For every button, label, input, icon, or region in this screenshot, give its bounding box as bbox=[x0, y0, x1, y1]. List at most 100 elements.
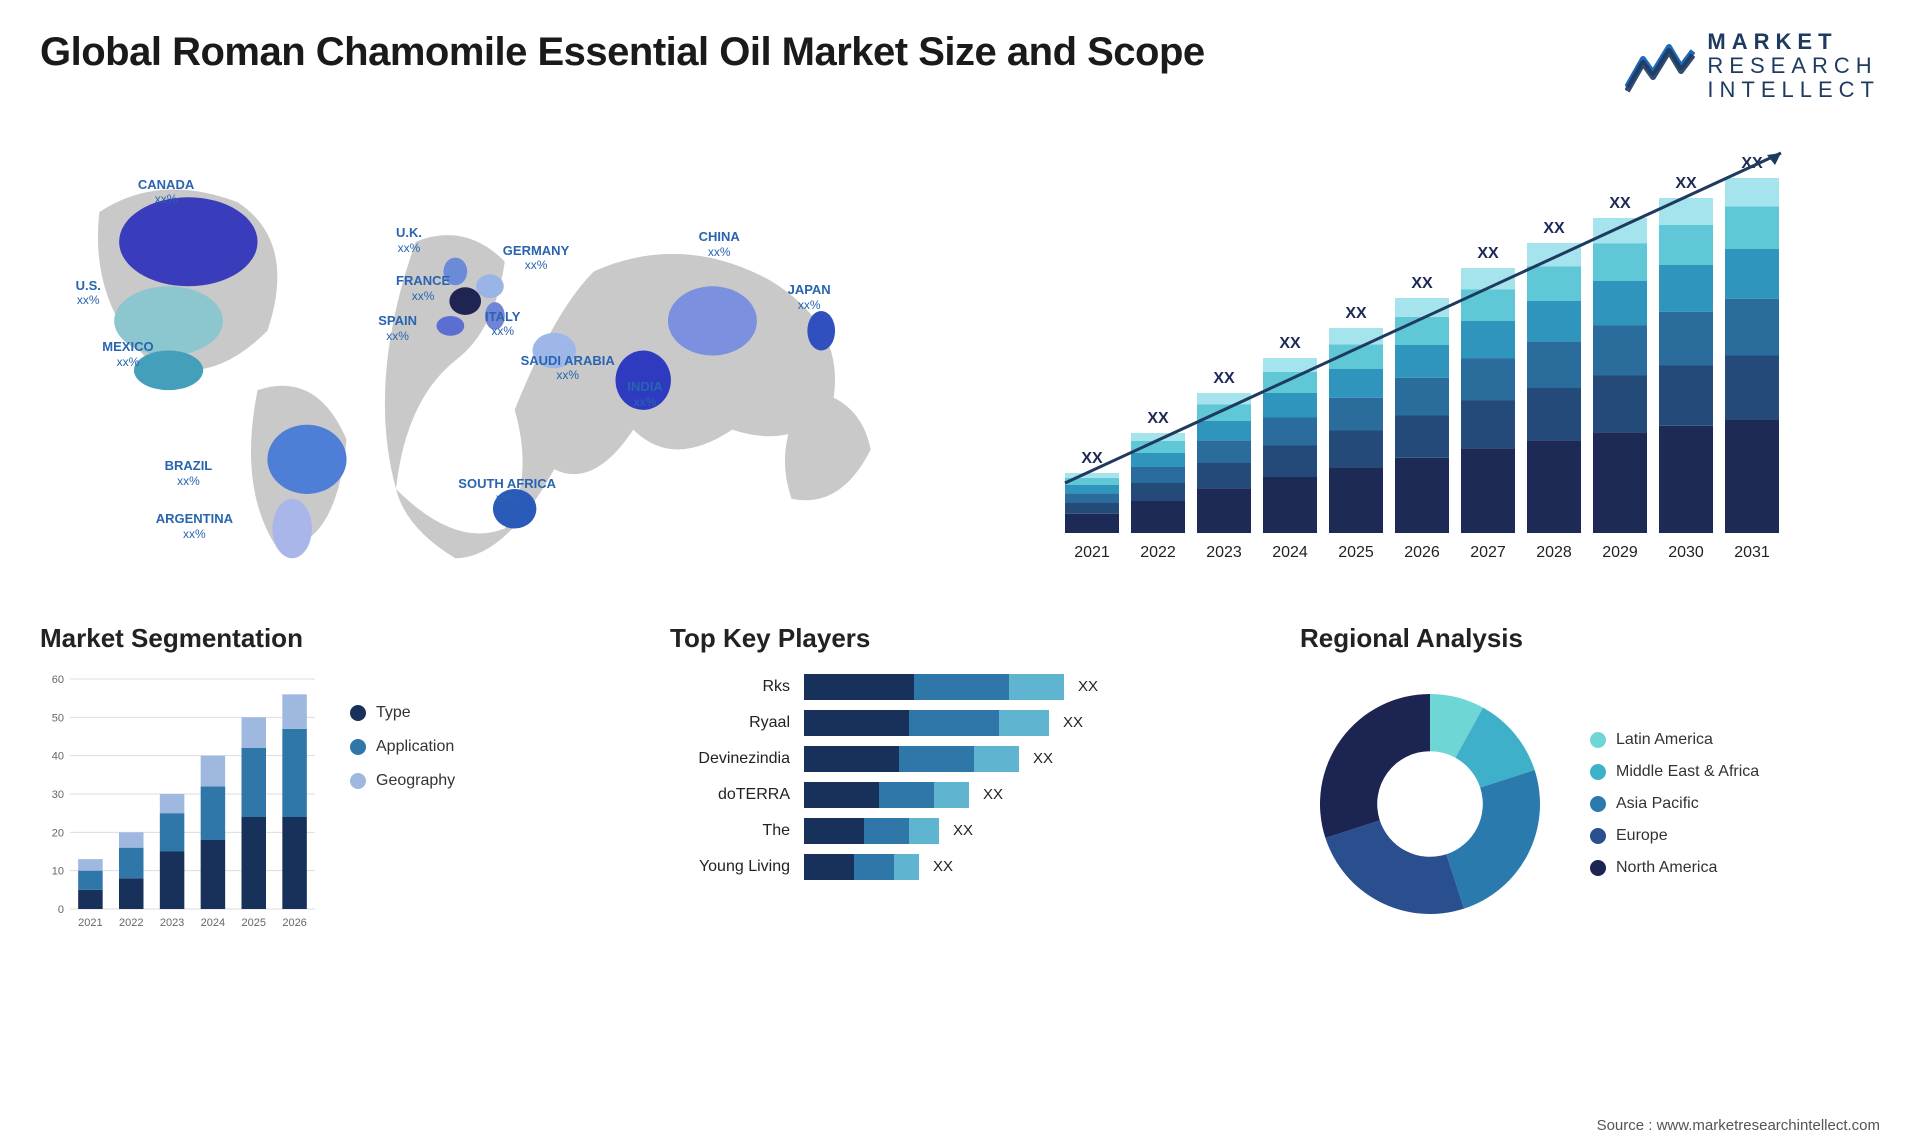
player-row: Young Living XX bbox=[670, 854, 1250, 880]
logo-text: MARKET RESEARCH INTELLECT bbox=[1707, 30, 1880, 103]
player-label: Devinezindia bbox=[670, 750, 790, 768]
player-bar bbox=[804, 782, 969, 808]
legend-item: Type bbox=[350, 704, 455, 722]
source-text: Source : www.marketresearchintellect.com bbox=[1597, 1117, 1880, 1134]
page-title: Global Roman Chamomile Essential Oil Mar… bbox=[40, 30, 1205, 75]
player-bar bbox=[804, 818, 939, 844]
svg-text:2026: 2026 bbox=[282, 917, 306, 929]
player-bar bbox=[804, 854, 919, 880]
player-bar bbox=[804, 674, 1064, 700]
segmentation-section: Market Segmentation 01020304050602021202… bbox=[40, 623, 620, 934]
player-value: XX bbox=[983, 786, 1003, 803]
growth-svg: XX 2021 XX 2022 XX 2023 XX 2024 XX 2025 XX 2026 XX 20… bbox=[990, 133, 1880, 573]
logo-mark-icon bbox=[1625, 39, 1695, 93]
map-label: CHINAxx% bbox=[699, 229, 740, 259]
player-bar bbox=[804, 710, 1049, 736]
legend-item: Middle East & Africa bbox=[1590, 763, 1759, 781]
player-label: Rks bbox=[670, 678, 790, 696]
player-row: DevinezindiaXX bbox=[670, 746, 1250, 772]
player-value: XX bbox=[953, 822, 973, 839]
map-label: ITALYxx% bbox=[485, 309, 520, 339]
legend-item: North America bbox=[1590, 859, 1759, 877]
svg-text:2029: 2029 bbox=[1602, 544, 1638, 561]
segmentation-chart: 0102030405060202120222023202420252026 bbox=[40, 674, 320, 934]
header: Global Roman Chamomile Essential Oil Mar… bbox=[40, 30, 1880, 103]
svg-text:2021: 2021 bbox=[78, 917, 102, 929]
player-label: Ryaal bbox=[670, 714, 790, 732]
svg-text:40: 40 bbox=[52, 750, 64, 762]
svg-text:XX: XX bbox=[1147, 410, 1169, 427]
svg-text:2028: 2028 bbox=[1536, 544, 1572, 561]
regional-donut bbox=[1300, 674, 1560, 934]
top-row: CANADAxx% U.S.xx% MEXICOxx% BRAZILxx% ARGENT… bbox=[40, 133, 1880, 573]
svg-text:XX: XX bbox=[1675, 175, 1697, 192]
svg-text:XX: XX bbox=[1345, 305, 1367, 322]
legend-item: Application bbox=[350, 738, 455, 756]
regional-title: Regional Analysis bbox=[1300, 623, 1880, 654]
regional-section: Regional Analysis Latin America Middle Ea… bbox=[1300, 623, 1880, 934]
svg-text:0: 0 bbox=[58, 904, 64, 916]
map-label: U.K.xx% bbox=[396, 225, 422, 255]
player-row: The XX bbox=[670, 818, 1250, 844]
player-value: XX bbox=[1063, 714, 1083, 731]
svg-text:60: 60 bbox=[52, 674, 64, 686]
map-label: ARGENTINAxx% bbox=[156, 511, 233, 541]
svg-text:2021: 2021 bbox=[1074, 544, 1110, 561]
legend-item: Geography bbox=[350, 772, 455, 790]
svg-text:2024: 2024 bbox=[1272, 544, 1308, 561]
segmentation-legend: Type Application Geography bbox=[350, 674, 455, 790]
svg-text:2023: 2023 bbox=[1206, 544, 1242, 561]
svg-text:XX: XX bbox=[1543, 220, 1565, 237]
map-label: MEXICOxx% bbox=[102, 339, 153, 369]
svg-text:2031: 2031 bbox=[1734, 544, 1770, 561]
map-label: CANADAxx% bbox=[138, 177, 194, 207]
svg-text:XX: XX bbox=[1411, 275, 1433, 292]
map-label: FRANCExx% bbox=[396, 273, 450, 303]
svg-text:2025: 2025 bbox=[242, 917, 266, 929]
svg-text:2025: 2025 bbox=[1338, 544, 1374, 561]
players-chart: RksXXRyaalXXDevinezindiaXXdoTERRAXXTheXX… bbox=[670, 674, 1250, 880]
svg-text:30: 30 bbox=[52, 789, 64, 801]
world-map: CANADAxx% U.S.xx% MEXICOxx% BRAZILxx% ARGENT… bbox=[40, 133, 930, 573]
map-label: JAPANxx% bbox=[788, 282, 831, 312]
player-value: XX bbox=[933, 858, 953, 875]
map-label: SOUTH AFRICAxx% bbox=[458, 476, 556, 506]
player-label: The bbox=[670, 822, 790, 840]
player-value: XX bbox=[1078, 678, 1098, 695]
map-label: GERMANYxx% bbox=[503, 243, 569, 273]
svg-text:XX: XX bbox=[1477, 245, 1499, 262]
svg-text:2022: 2022 bbox=[1140, 544, 1176, 561]
players-section: Top Key Players Rks XX Ryaal XX Devinezindia… bbox=[670, 623, 1250, 934]
player-row: Rks XX bbox=[670, 674, 1250, 700]
players-title: Top Key Players bbox=[670, 623, 1250, 654]
player-bar bbox=[804, 746, 1019, 772]
logo: MARKET RESEARCH INTELLECT bbox=[1625, 30, 1880, 103]
player-label: doTERRA bbox=[670, 786, 790, 804]
bottom-row: Market Segmentation 01020304050602021202… bbox=[40, 623, 1880, 934]
svg-text:XX: XX bbox=[1213, 370, 1235, 387]
svg-text:2026: 2026 bbox=[1404, 544, 1440, 561]
map-label: U.S.xx% bbox=[76, 278, 101, 308]
svg-text:XX: XX bbox=[1279, 335, 1301, 352]
legend-item: Europe bbox=[1590, 827, 1759, 845]
svg-text:XX: XX bbox=[1081, 450, 1103, 467]
legend-item: Latin America bbox=[1590, 731, 1759, 749]
svg-text:2027: 2027 bbox=[1470, 544, 1506, 561]
map-label: SPAINxx% bbox=[378, 313, 417, 343]
player-row: doTERRA XX bbox=[670, 782, 1250, 808]
map-label: BRAZILxx% bbox=[165, 458, 213, 488]
segmentation-title: Market Segmentation bbox=[40, 623, 620, 654]
map-label: SAUDI ARABIAxx% bbox=[521, 353, 615, 383]
map-label: INDIAxx% bbox=[627, 379, 662, 409]
player-row: Ryaal XX bbox=[670, 710, 1250, 736]
growth-chart: XX 2021 XX 2022 XX 2023 XX 2024 XX 2025 XX 2026 XX 20… bbox=[990, 133, 1880, 573]
svg-text:2022: 2022 bbox=[119, 917, 143, 929]
svg-text:50: 50 bbox=[52, 712, 64, 724]
legend-item: Asia Pacific bbox=[1590, 795, 1759, 813]
svg-text:XX: XX bbox=[1609, 195, 1631, 212]
player-label: Young Living bbox=[670, 858, 790, 876]
svg-text:2024: 2024 bbox=[201, 917, 225, 929]
svg-text:10: 10 bbox=[52, 865, 64, 877]
regional-legend: Latin America Middle East & Africa Asia Pa… bbox=[1590, 731, 1759, 877]
svg-text:2023: 2023 bbox=[160, 917, 184, 929]
